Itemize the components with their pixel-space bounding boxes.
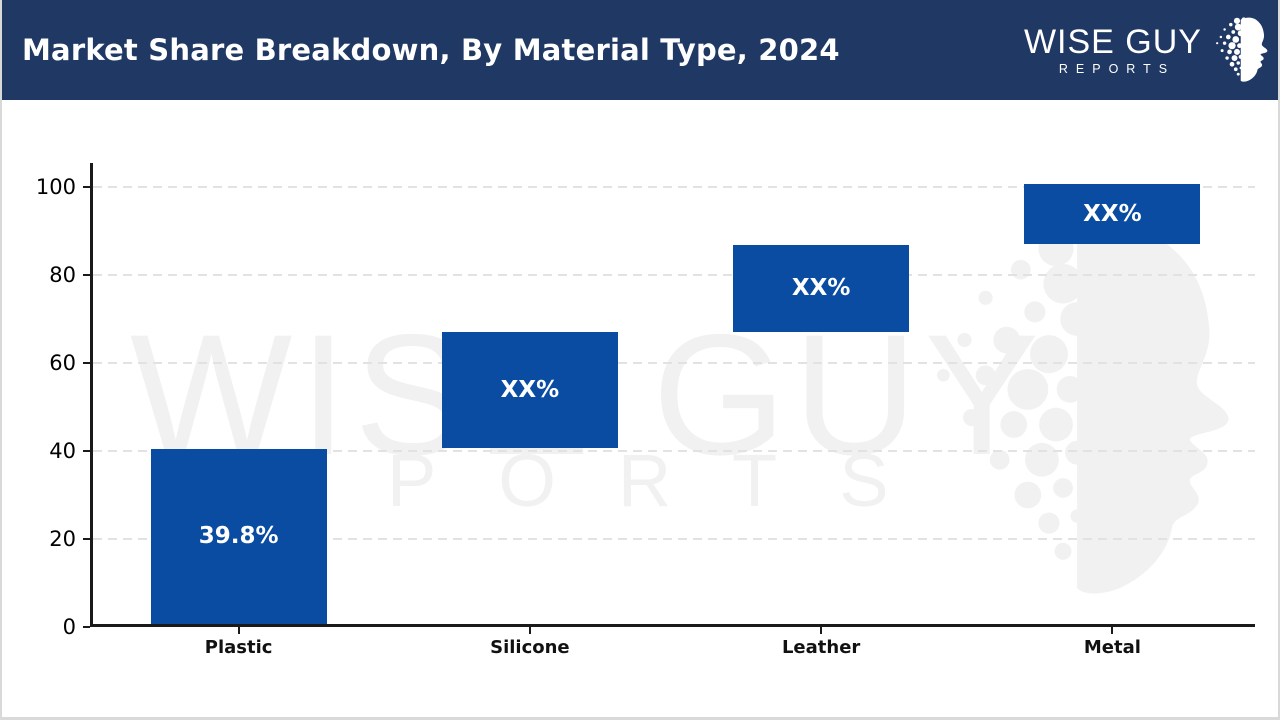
x-axis-tick [820, 627, 823, 634]
gridline [93, 273, 1255, 276]
y-axis-tick [83, 537, 90, 540]
y-tick-label: 100 [35, 174, 76, 199]
y-tick-label: 20 [49, 526, 76, 551]
y-tick-label: 60 [49, 350, 76, 375]
page-title: Market Share Breakdown, By Material Type… [22, 33, 840, 67]
y-tick-label: 0 [62, 615, 76, 639]
y-axis-tick [83, 273, 90, 276]
y-tick-label: 40 [49, 438, 76, 463]
x-category-label-leather: Leather [781, 637, 861, 658]
bar-plastic: 39.8% [150, 448, 327, 624]
y-axis-tick [83, 626, 90, 628]
logo-subtext: REPORTS [1058, 61, 1176, 76]
y-axis-tick [83, 185, 90, 188]
x-category-label-plastic: Plastic [204, 637, 273, 658]
brand-logo: WISE GUY REPORTS [1024, 13, 1268, 87]
watermark-subtext: PORTS [387, 439, 951, 522]
wiseguy-face-icon [1216, 17, 1268, 82]
x-axis-tick [528, 627, 531, 634]
x-axis-tick [237, 627, 240, 634]
y-axis-tick [83, 449, 90, 452]
gridline [93, 185, 1255, 188]
bar-value-label: XX% [1083, 201, 1142, 228]
gridline [93, 537, 1255, 540]
x-category-label-metal: Metal [1083, 637, 1141, 658]
gridline [93, 361, 1255, 364]
y-tick-label: 80 [49, 262, 76, 287]
chart-area: WISE GUY PORTS 0 20 40 60 80 100 39.8% Plastic X… [2, 100, 1278, 717]
bar-value-label: XX% [791, 275, 851, 302]
bar-leather: XX% [733, 245, 910, 332]
y-axis-tick [83, 361, 90, 364]
bar-metal: XX% [1024, 183, 1201, 245]
bar-value-label: XX% [500, 377, 560, 404]
bar-silicone: XX% [441, 332, 618, 448]
header: Market Share Breakdown, By Material Type… [2, 0, 1278, 100]
logo-wordmark: WISE GUY [1023, 22, 1202, 61]
brand-logo-text: WISE GUY REPORTS [1024, 25, 1202, 76]
bar-value-label: 39.8% [198, 523, 279, 550]
gridline [93, 449, 1255, 452]
plot-area: 0 20 40 60 80 100 39.8% Plastic XX% Silicone XX% Le… [36, 163, 1255, 658]
x-category-label-silicone: Silicone [490, 637, 570, 658]
x-axis-tick [1111, 627, 1114, 634]
